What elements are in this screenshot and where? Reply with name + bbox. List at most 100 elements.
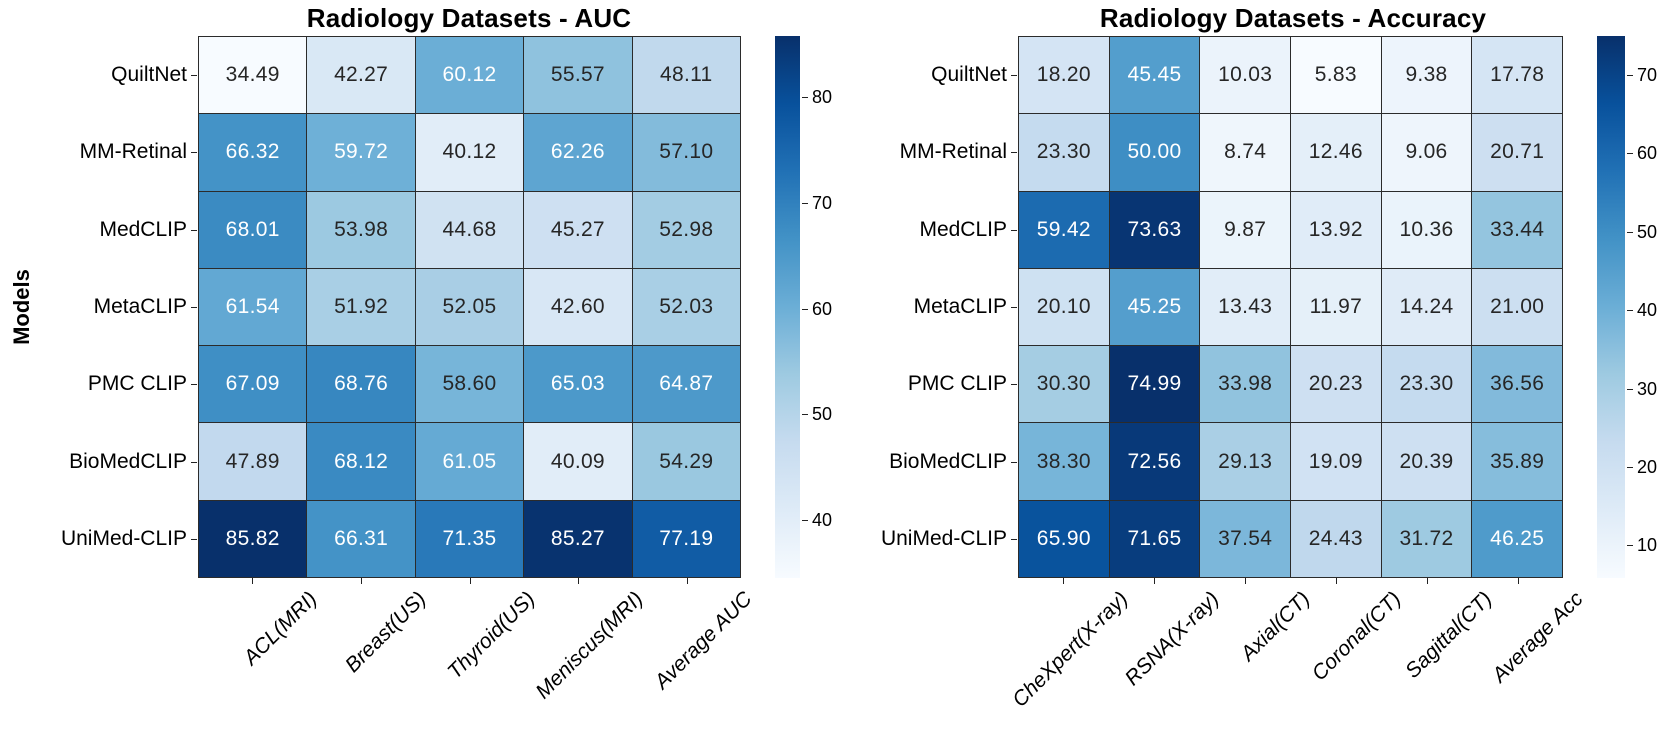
colorbar-tick-label: 30 (1637, 378, 1658, 399)
heatmap-cell: 72.56 (1109, 423, 1200, 500)
colorbar-tick-label: 50 (812, 404, 833, 425)
colorbar-tick (802, 520, 808, 521)
row-tick-label: MetaCLIP (93, 295, 187, 318)
heatmap-cell: 71.35 (415, 500, 524, 577)
row-tick-label: PMC CLIP (87, 372, 187, 396)
heatmap-cell: 9.06 (1381, 114, 1472, 191)
heatmap-cell: 42.27 (307, 37, 415, 114)
colorbar-tick (802, 203, 808, 204)
heatmap-cell: 71.65 (1109, 500, 1200, 577)
x-axis-tick (1154, 578, 1155, 584)
heatmap-cell: 9.38 (1381, 37, 1472, 114)
x-axis-tick (1336, 578, 1337, 584)
row-tick-label: BioMedCLIP (69, 449, 187, 473)
heatmap-cell: 10.03 (1200, 37, 1290, 114)
heatmap-cell: 54.29 (632, 423, 740, 500)
heatmap-cell: 67.09 (199, 346, 307, 423)
left-chart-title: Radiology Datasets - AUC (306, 3, 632, 33)
heatmap-cell: 40.12 (415, 114, 524, 191)
y-axis-tick (191, 384, 197, 385)
row-tick-label: PMC CLIP (907, 372, 1007, 396)
y-axis-tick (1011, 307, 1017, 308)
heatmap-cell: 61.05 (415, 423, 524, 500)
y-axis-tick (191, 462, 197, 463)
row-tick-label: QuiltNet (931, 62, 1007, 86)
x-axis-tick (361, 578, 362, 584)
heatmap-cell: 51.92 (307, 268, 415, 346)
row-tick-label: MM-Retinal (79, 140, 187, 164)
heatmap-cell: 45.25 (1109, 268, 1200, 346)
heatmap-cell: 11.97 (1290, 268, 1381, 346)
x-axis-tick (252, 578, 253, 584)
y-axis-tick (1011, 152, 1017, 153)
y-axis-tick (191, 539, 197, 540)
colorbar (1597, 36, 1625, 578)
heatmap-cell: 30.30 (1019, 346, 1109, 423)
colorbar-tick (1627, 467, 1633, 468)
heatmap-cell: 68.12 (307, 423, 415, 500)
heatmap-cell: 44.68 (415, 191, 524, 268)
heatmap-cell: 42.60 (524, 268, 632, 346)
x-axis-tick (1427, 578, 1428, 584)
y-axis-tick (1011, 384, 1017, 385)
heatmap-cell: 50.00 (1109, 114, 1200, 191)
heatmap-cell: 65.03 (524, 346, 632, 423)
heatmap-cell: 45.45 (1109, 37, 1200, 114)
heatmap-cell: 8.74 (1200, 114, 1290, 191)
heatmap-cell: 38.30 (1019, 423, 1109, 500)
colorbar-tick-label: 70 (812, 193, 833, 214)
x-axis-tick (470, 578, 471, 584)
heatmap-cell: 23.30 (1381, 346, 1472, 423)
heatmap-cell: 74.99 (1109, 346, 1200, 423)
y-axis-tick (1011, 75, 1017, 76)
heatmap-cell: 34.49 (199, 37, 307, 114)
colorbar-tick (1627, 310, 1633, 311)
row-tick-label: QuiltNet (111, 62, 187, 86)
heatmap-cell: 40.09 (524, 423, 632, 500)
heatmap-cell: 29.13 (1200, 423, 1290, 500)
heatmap-cell: 47.89 (199, 423, 307, 500)
colorbar-tick (802, 414, 808, 415)
heatmap-cell: 5.83 (1290, 37, 1381, 114)
heatmap-cell: 52.05 (415, 268, 524, 346)
heatmap-cell: 60.12 (415, 37, 524, 114)
heatmap-cell: 77.19 (632, 500, 740, 577)
heatmap-cell: 18.20 (1019, 37, 1109, 114)
left-heatmap-grid: 34.49 42.27 60.12 55.57 48.11 66.32 59.72 40.12… (198, 36, 741, 578)
heatmap-cell: 85.82 (199, 500, 307, 577)
row-tick-label: MetaCLIP (913, 295, 1007, 318)
colorbar-tick-label: 60 (1637, 143, 1658, 164)
heatmap-cell: 66.32 (199, 114, 307, 191)
x-axis-tick (1518, 578, 1519, 584)
colorbar-tick-label: 40 (812, 509, 833, 530)
y-axis-tick (191, 307, 197, 308)
heatmap-cell: 33.44 (1472, 191, 1562, 268)
heatmap-cell: 65.90 (1019, 500, 1109, 577)
heatmap-cell: 20.10 (1019, 268, 1109, 346)
heatmap-cell: 48.11 (632, 37, 740, 114)
heatmap-cell: 55.57 (524, 37, 632, 114)
heatmap-cell: 35.89 (1472, 423, 1562, 500)
colorbar-tick (1627, 232, 1633, 233)
heatmap-cell: 46.25 (1472, 500, 1562, 577)
x-axis-tick (578, 578, 579, 584)
heatmap-cell: 73.63 (1109, 191, 1200, 268)
heatmap-cell: 68.76 (307, 346, 415, 423)
heatmap-cell: 61.54 (199, 268, 307, 346)
heatmap-cell: 85.27 (524, 500, 632, 577)
x-axis-tick (1063, 578, 1064, 584)
heatmap-cell: 13.92 (1290, 191, 1381, 268)
colorbar-tick-label: 20 (1637, 456, 1658, 477)
row-tick-label: UniMed-CLIP (60, 527, 187, 551)
heatmap-cell: 17.78 (1472, 37, 1562, 114)
colorbar-tick (1627, 75, 1633, 76)
y-axis-tick (1011, 539, 1017, 540)
colorbar-tick-label: 80 (812, 87, 833, 108)
row-tick-label: MM-Retinal (899, 140, 1007, 164)
y-axis-tick (1011, 230, 1017, 231)
right-heatmap-grid: 18.20 45.45 10.03 5.83 9.38 17.78 23.30 50.00 8.… (1018, 36, 1563, 578)
heatmap-cell: 64.87 (632, 346, 740, 423)
y-axis-tick (1011, 462, 1017, 463)
heatmap-cell: 23.30 (1019, 114, 1109, 191)
